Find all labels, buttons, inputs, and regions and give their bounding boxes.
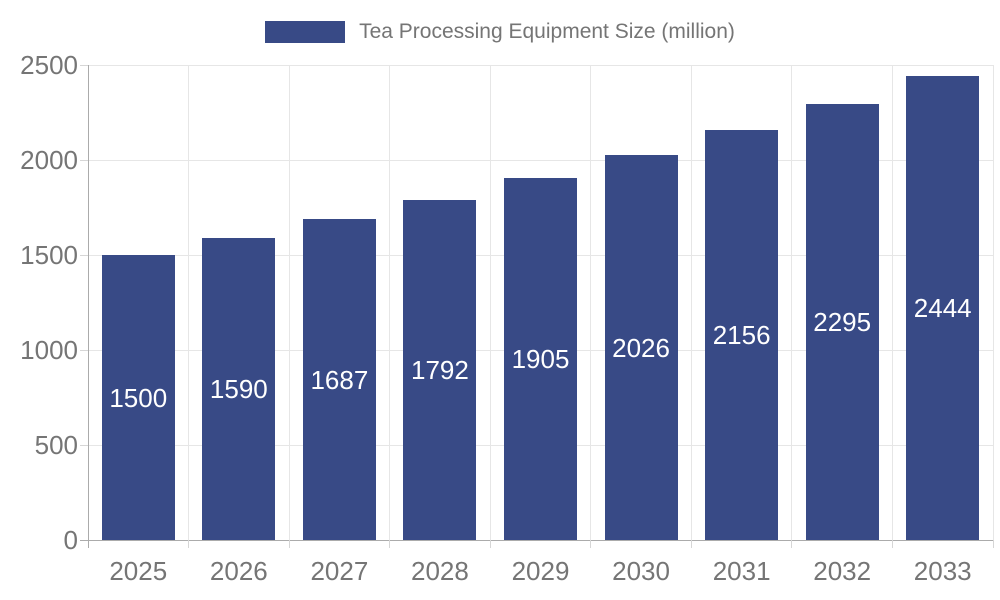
bar-2031[interactable] bbox=[705, 130, 779, 540]
x-axis-tick-label: 2028 bbox=[411, 556, 469, 586]
plot-area: 1500 1590 1687 1792 1905 2026 2156 2295 2444 bbox=[87, 64, 994, 541]
v-gridline bbox=[791, 65, 793, 540]
x-tick-mark bbox=[690, 540, 692, 548]
bar-2028[interactable] bbox=[403, 199, 477, 540]
bar-value-label: 2444 bbox=[913, 292, 972, 323]
bar-value-label: 2156 bbox=[712, 320, 771, 351]
x-tick-mark bbox=[389, 540, 391, 548]
bar-2025[interactable] bbox=[101, 255, 175, 540]
x-axis-tick-label: 2027 bbox=[310, 556, 369, 586]
x-tick-mark bbox=[791, 540, 793, 548]
v-gridline bbox=[288, 65, 290, 540]
bar-2032[interactable] bbox=[805, 103, 879, 540]
v-gridline bbox=[489, 65, 491, 540]
y-axis-tick-label: 0 bbox=[63, 525, 78, 555]
y-tick-mark bbox=[80, 64, 88, 66]
bar-2029[interactable] bbox=[504, 178, 577, 540]
y-axis-tick-label: 2000 bbox=[20, 145, 78, 175]
x-axis-tick-label: 2029 bbox=[511, 556, 570, 586]
y-axis-tick-label: 1500 bbox=[20, 240, 78, 270]
bar-2030[interactable] bbox=[604, 155, 678, 540]
v-gridline bbox=[87, 65, 89, 540]
x-tick-mark bbox=[590, 540, 592, 548]
x-axis-tick-label: 2031 bbox=[712, 556, 771, 586]
v-gridline bbox=[590, 65, 592, 540]
x-tick-mark bbox=[489, 540, 491, 548]
v-gridline bbox=[188, 65, 190, 540]
bar-2026[interactable] bbox=[202, 237, 276, 540]
x-axis-tick-label: 2032 bbox=[813, 556, 872, 586]
h-gridline bbox=[88, 64, 993, 66]
y-tick-mark bbox=[80, 444, 88, 446]
v-gridline bbox=[690, 65, 692, 540]
bar-value-label: 1500 bbox=[109, 382, 168, 413]
h-gridline bbox=[88, 539, 993, 541]
y-tick-mark bbox=[80, 539, 88, 541]
x-axis-tick-label: 2033 bbox=[913, 556, 972, 586]
v-gridline bbox=[891, 65, 893, 540]
bar-value-label: 1590 bbox=[209, 373, 268, 404]
bar-value-label: 1792 bbox=[411, 354, 469, 385]
x-tick-mark bbox=[87, 540, 89, 548]
x-tick-mark bbox=[891, 540, 893, 548]
bar-value-label: 1905 bbox=[511, 344, 570, 375]
y-axis-tick-label: 2500 bbox=[20, 50, 78, 80]
x-axis-tick-label: 2025 bbox=[109, 556, 168, 586]
h-gridline bbox=[88, 159, 993, 161]
y-tick-mark bbox=[80, 159, 88, 161]
legend-swatch bbox=[265, 21, 346, 43]
y-axis-tick-label: 1000 bbox=[20, 335, 78, 365]
y-tick-mark bbox=[80, 254, 88, 256]
x-axis-tick-label: 2026 bbox=[209, 556, 268, 586]
bar-value-label: 2026 bbox=[612, 332, 670, 363]
x-tick-mark bbox=[992, 540, 994, 548]
y-axis-tick-label: 500 bbox=[34, 430, 78, 460]
x-tick-mark bbox=[288, 540, 290, 548]
legend[interactable]: Tea Processing Equipment Size (million) bbox=[0, 20, 1000, 43]
bar-value-label: 1687 bbox=[310, 364, 369, 395]
y-tick-mark bbox=[80, 349, 88, 351]
v-gridline bbox=[992, 65, 994, 540]
legend-label: Tea Processing Equipment Size (million) bbox=[359, 20, 735, 43]
x-tick-mark bbox=[188, 540, 190, 548]
bar-2033[interactable] bbox=[906, 75, 980, 540]
x-axis-tick-label: 2030 bbox=[612, 556, 670, 586]
v-gridline bbox=[389, 65, 391, 540]
bar-2027[interactable] bbox=[302, 219, 376, 540]
bar-value-label: 2295 bbox=[813, 306, 872, 337]
